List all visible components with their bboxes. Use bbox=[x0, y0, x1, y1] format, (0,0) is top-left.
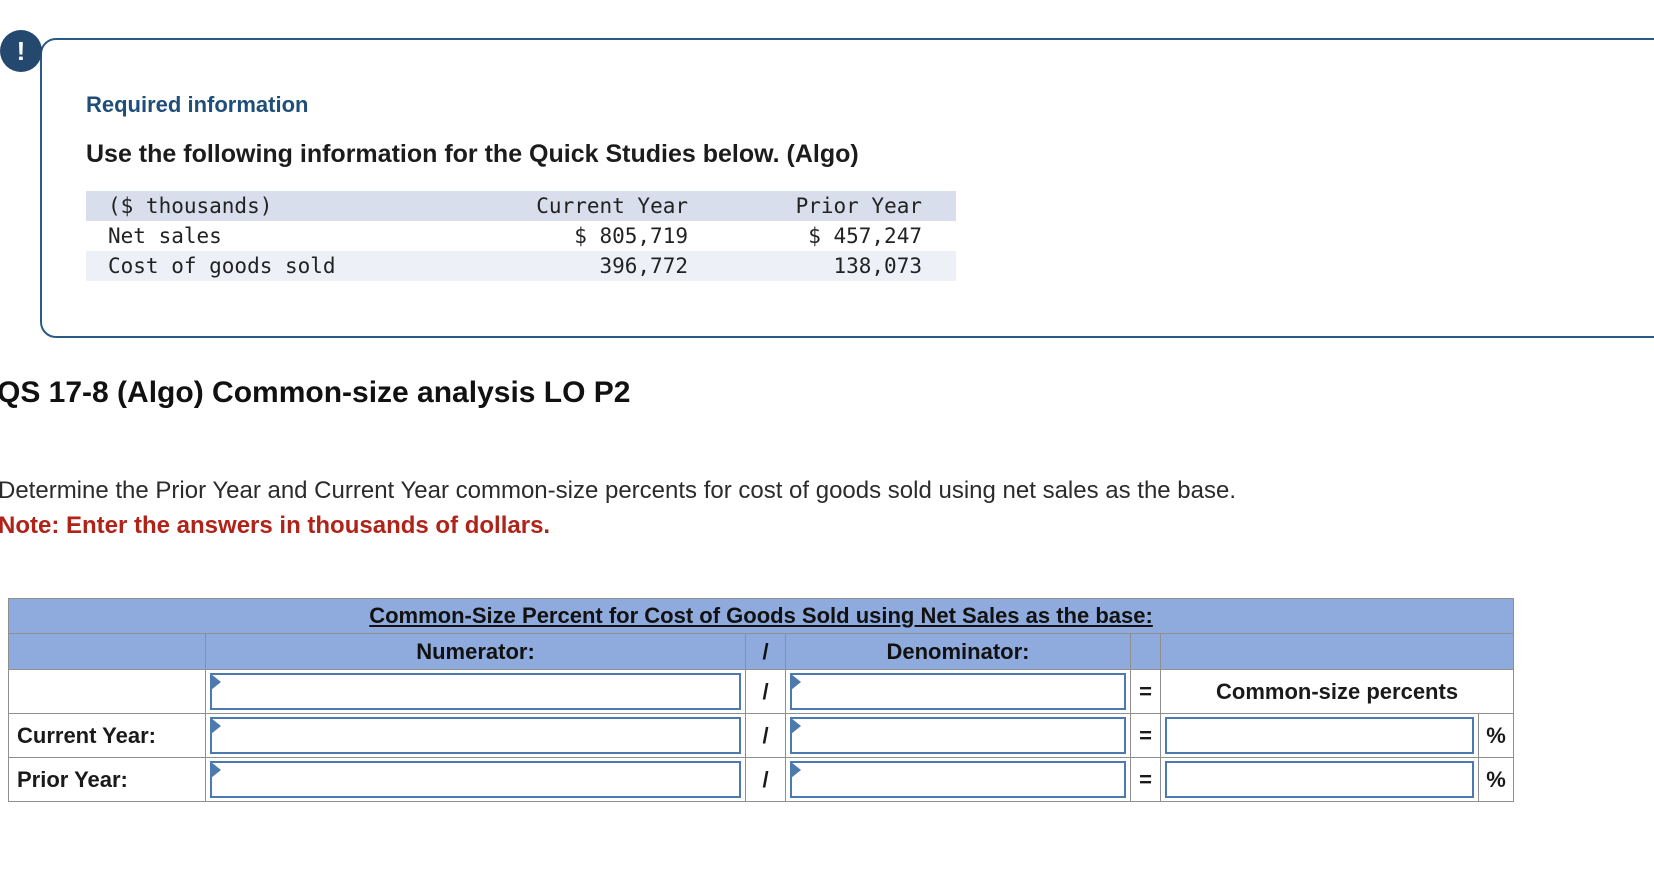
equals-symbol: = bbox=[1130, 713, 1161, 758]
denominator-input-formula[interactable] bbox=[792, 675, 1124, 708]
numerator-input-prior-year[interactable] bbox=[212, 763, 739, 796]
slash-symbol: / bbox=[745, 713, 786, 758]
cell-marker-icon bbox=[211, 674, 221, 690]
source-table-header-row: ($ thousands) Current Year Prior Year bbox=[86, 191, 956, 221]
percent-symbol: % bbox=[1477, 713, 1515, 758]
result-header-spacer bbox=[1159, 633, 1515, 670]
required-information-label: Required information bbox=[86, 92, 309, 117]
header-spacer-cell bbox=[8, 633, 206, 670]
numerator-field-prior-year bbox=[210, 761, 741, 798]
net-sales-label: Net sales bbox=[108, 224, 222, 248]
cell-marker-icon bbox=[211, 762, 221, 778]
info-instruction: Use the following information for the Qu… bbox=[86, 140, 859, 168]
cell-marker-icon bbox=[791, 674, 801, 690]
source-col-header-label: ($ thousands) bbox=[86, 191, 508, 221]
numerator-header: Numerator: bbox=[205, 633, 746, 670]
row-label-current-year: Current Year: bbox=[8, 713, 206, 758]
denominator-input-current-year[interactable] bbox=[792, 719, 1124, 752]
net-sales-prior: $ 457,247 bbox=[808, 224, 922, 248]
numerator-field-current-year bbox=[210, 717, 741, 754]
slash-symbol: / bbox=[745, 757, 786, 802]
denominator-field-formula bbox=[790, 673, 1126, 710]
numerator-field-formula bbox=[210, 673, 741, 710]
source-col-header-prior-year: Prior Year bbox=[717, 191, 956, 221]
result-input-current-year[interactable] bbox=[1167, 719, 1472, 752]
cogs-current: 396,772 bbox=[508, 251, 717, 281]
equals-symbol: = bbox=[1130, 669, 1161, 714]
question-prompt: Determine the Prior Year and Current Yea… bbox=[0, 477, 1237, 504]
formula-row: / = Common-size percents bbox=[8, 669, 1515, 714]
answer-table-title: Common-Size Percent for Cost of Goods So… bbox=[7, 598, 1515, 634]
source-row-net-sales: Net sales $ 805,719 $ 457,247 bbox=[86, 221, 956, 251]
source-row-cogs: Cost of goods sold 396,772 138,073 bbox=[86, 251, 956, 281]
denominator-input-prior-year[interactable] bbox=[792, 763, 1124, 796]
percent-symbol: % bbox=[1477, 757, 1515, 802]
result-field-prior-year bbox=[1165, 761, 1474, 798]
numerator-input-formula[interactable] bbox=[212, 675, 739, 708]
slash-header: / bbox=[745, 633, 786, 670]
result-input-prior-year[interactable] bbox=[1167, 763, 1472, 796]
source-data-table: ($ thousands) Current Year Prior Year Ne… bbox=[86, 191, 956, 281]
row-label-blank bbox=[8, 669, 206, 714]
result-field-current-year bbox=[1165, 717, 1474, 754]
cell-marker-icon bbox=[791, 718, 801, 734]
answer-table-header-row: Numerator: / Denominator: bbox=[8, 633, 1515, 670]
cogs-label: Cost of goods sold bbox=[86, 251, 508, 281]
answer-table-title-row: Common-Size Percent for Cost of Goods So… bbox=[7, 598, 1515, 634]
prior-year-row: Prior Year: / = % bbox=[8, 757, 1515, 802]
source-col-header-current-year: Current Year bbox=[508, 191, 717, 221]
cell-marker-icon bbox=[791, 762, 801, 778]
net-sales-current: $ 805,719 bbox=[574, 224, 688, 248]
slash-symbol: / bbox=[745, 669, 786, 714]
alert-icon-glyph: ! bbox=[16, 35, 26, 66]
required-info-panel: Required information Use the following i… bbox=[40, 38, 1654, 338]
row-label-prior-year: Prior Year: bbox=[8, 757, 206, 802]
cogs-prior: 138,073 bbox=[717, 251, 956, 281]
answer-table: Common-Size Percent for Cost of Goods So… bbox=[7, 598, 1515, 802]
result-header: Common-size percents bbox=[1159, 669, 1515, 714]
current-year-row: Current Year: / = % bbox=[8, 713, 1515, 758]
denominator-field-prior-year bbox=[790, 761, 1126, 798]
alert-icon: ! bbox=[0, 30, 42, 72]
numerator-input-current-year[interactable] bbox=[212, 719, 739, 752]
cell-marker-icon bbox=[211, 718, 221, 734]
denominator-field-current-year bbox=[790, 717, 1126, 754]
question-note: Note: Enter the answers in thousands of … bbox=[0, 512, 551, 539]
equals-header-spacer bbox=[1130, 633, 1161, 670]
denominator-header: Denominator: bbox=[785, 633, 1131, 670]
equals-symbol: = bbox=[1130, 757, 1161, 802]
question-title: QS 17-8 (Algo) Common-size analysis LO P… bbox=[0, 376, 631, 409]
